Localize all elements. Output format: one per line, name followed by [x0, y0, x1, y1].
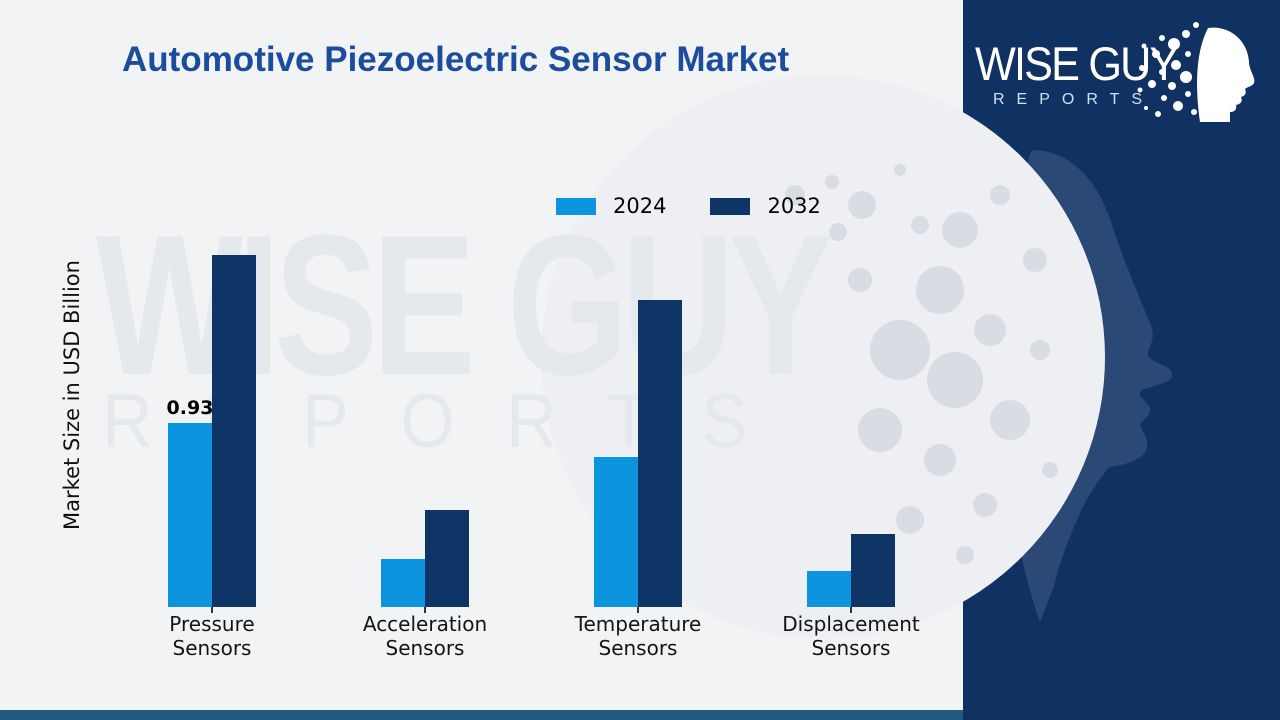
legend: 2024 2032 — [556, 194, 821, 218]
x-axis-tick — [637, 607, 639, 613]
halftone-dots — [785, 164, 1058, 564]
bar-2024-acceleration-sensors — [381, 559, 425, 607]
brand-subtitle: REPORTS — [993, 91, 1155, 108]
legend-label-2024: 2024 — [613, 194, 667, 218]
x-axis-tick — [424, 607, 426, 613]
legend-swatch-2032 — [710, 197, 751, 215]
brand-face-icon — [1137, 22, 1255, 122]
chart-title: Automotive Piezoelectric Sensor Market — [122, 40, 790, 79]
x-label-acceleration-sensors: Acceleration Sensors — [362, 612, 488, 660]
x-label-pressure-sensors: Pressure Sensors — [169, 612, 255, 660]
x-label-displacement-sensors: Displacement Sensors — [782, 612, 920, 660]
bar-2032-acceleration-sensors — [425, 510, 469, 607]
bar-2032-pressure-sensors — [212, 255, 256, 607]
bar-2032-displacement-sensors — [851, 534, 895, 607]
bar-2032-temperature-sensors — [638, 300, 682, 607]
brand-face-dots — [1137, 22, 1199, 117]
bar-2024-temperature-sensors — [594, 457, 638, 607]
x-axis-tick — [211, 607, 213, 613]
legend-item-2032: 2032 — [710, 194, 821, 218]
legend-label-2032: 2032 — [767, 194, 821, 218]
bar-2024-pressure-sensors — [168, 423, 212, 607]
bar-2024-displacement-sensors — [807, 571, 851, 607]
x-axis-tick — [850, 607, 852, 613]
value-label-2024-pressure-sensors: 0.93 — [166, 397, 214, 419]
footer-accent-bar — [0, 710, 963, 720]
legend-item-2024: 2024 — [556, 194, 666, 218]
x-label-temperature-sensors: Temperature Sensors — [574, 612, 702, 660]
legend-swatch-2024 — [556, 197, 596, 215]
